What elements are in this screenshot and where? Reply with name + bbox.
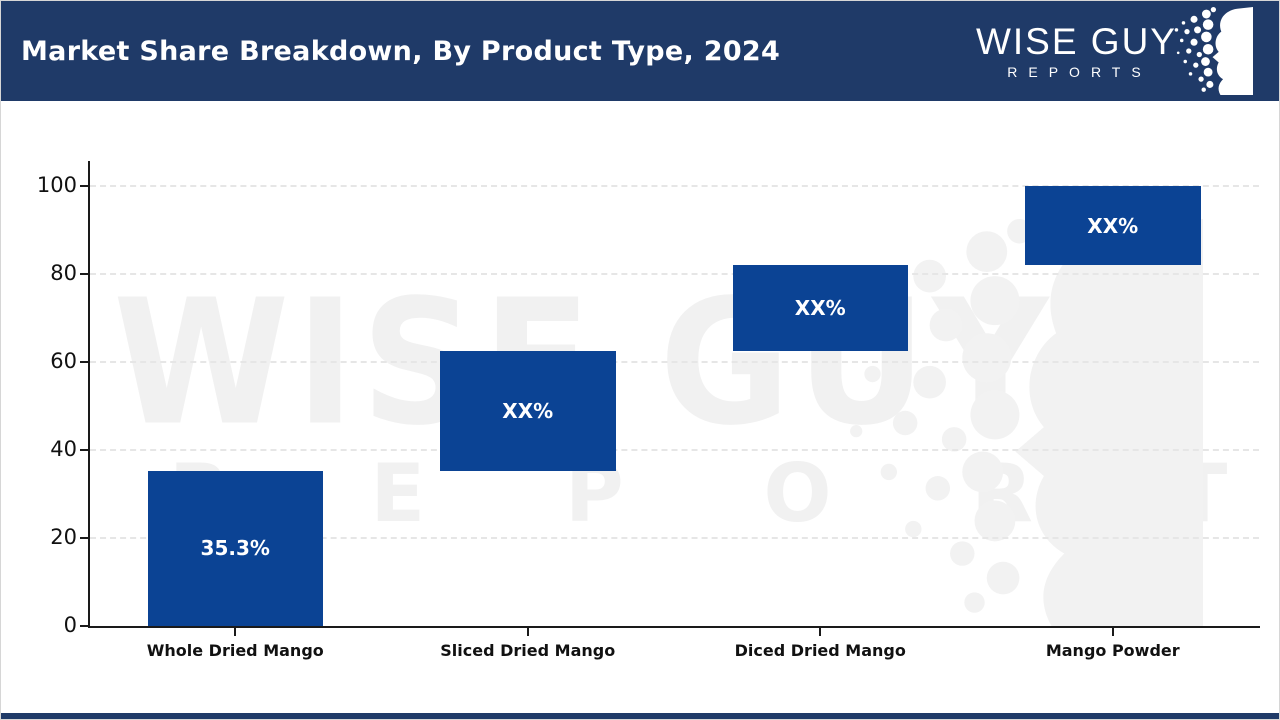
- logo-text: WISE GUY REPORTS: [976, 23, 1177, 79]
- x-category-label: Sliced Dried Mango: [440, 641, 616, 660]
- y-gridline: [90, 537, 1259, 539]
- x-category-label: Diced Dried Mango: [734, 641, 906, 660]
- bar-value-label: 35.3%: [200, 536, 270, 561]
- x-tick-mark: [819, 628, 822, 636]
- y-gridline: [90, 185, 1259, 187]
- logo-name: WISE GUY: [975, 21, 1177, 62]
- bar-segment: XX%: [440, 351, 616, 471]
- x-tick-mark: [1111, 628, 1114, 636]
- footer-bar: [1, 713, 1279, 719]
- bar-value-label: XX%: [794, 296, 846, 321]
- page-title: Market Share Breakdown, By Product Type,…: [21, 35, 781, 67]
- x-tick-mark: [526, 628, 529, 636]
- y-tick-mark: [80, 185, 89, 187]
- bar-value-label: XX%: [502, 399, 554, 424]
- y-gridline: [90, 273, 1259, 275]
- bar-segment: XX%: [732, 265, 908, 352]
- y-gridline: [90, 449, 1259, 451]
- wiseguy-logo: WISE GUY REPORTS: [976, 7, 1255, 95]
- y-tick-mark: [80, 449, 89, 451]
- logo-subtitle: REPORTS: [1007, 64, 1152, 80]
- y-tick-label: 80: [50, 261, 77, 285]
- y-tick-label: 0: [63, 613, 77, 637]
- y-tick-label: 20: [50, 525, 77, 549]
- bar-segment: XX%: [1025, 186, 1201, 266]
- x-category-label: Whole Dried Mango: [146, 641, 324, 660]
- bar-segment: 35.3%: [147, 470, 323, 626]
- wiseguy-head-icon: [1174, 7, 1253, 95]
- y-tick-label: 60: [50, 349, 77, 373]
- y-tick-mark: [80, 273, 89, 275]
- y-tick-label: 100: [36, 173, 77, 197]
- x-category-label: Mango Powder: [1045, 641, 1180, 660]
- y-axis-line: [88, 161, 90, 628]
- y-tick-mark: [80, 625, 89, 627]
- y-tick-mark: [80, 361, 89, 363]
- x-tick-mark: [234, 628, 237, 636]
- y-tick-label: 40: [50, 437, 77, 461]
- bar-value-label: XX%: [1087, 213, 1139, 238]
- header: Market Share Breakdown, By Product Type,…: [1, 1, 1279, 101]
- watermark-text-line2: R E P O R T S: [169, 447, 1280, 540]
- y-tick-mark: [80, 537, 89, 539]
- y-gridline: [90, 361, 1259, 363]
- x-axis-line: [88, 626, 1260, 628]
